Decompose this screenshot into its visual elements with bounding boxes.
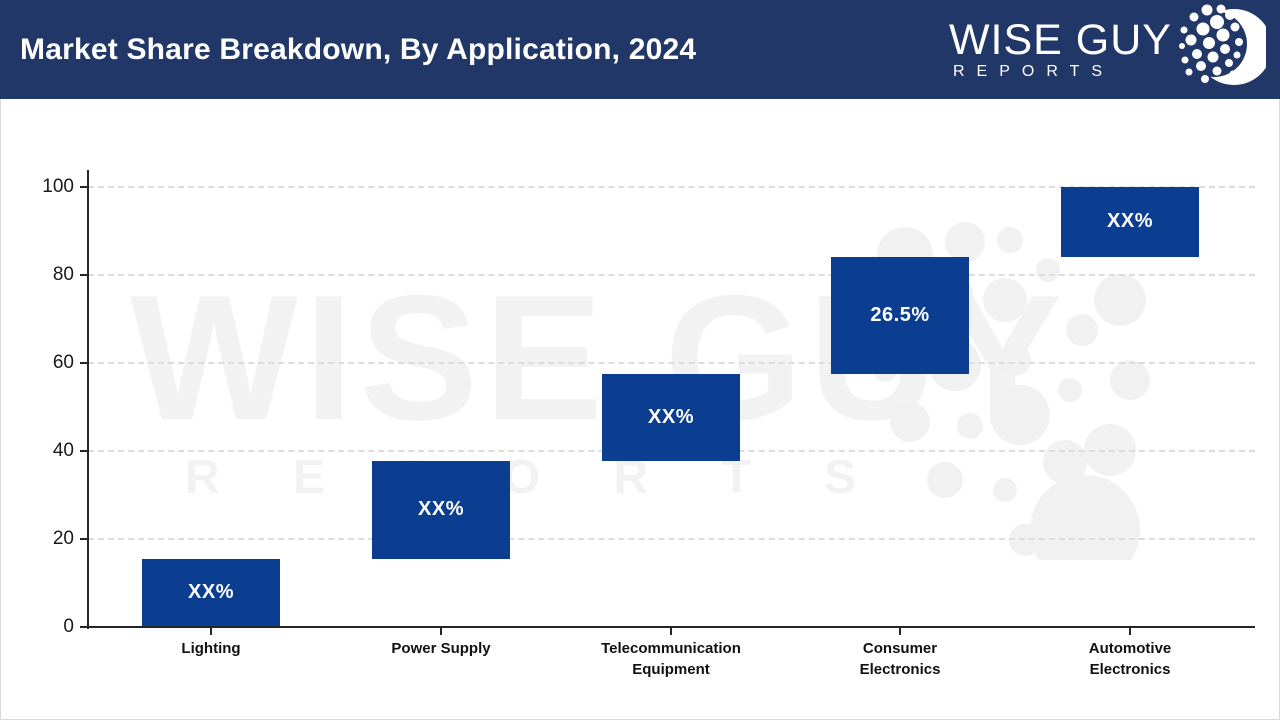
- header-bar: Market Share Breakdown, By Application, …: [0, 0, 1280, 99]
- y-tick-label-60: 60: [52, 352, 74, 373]
- logo-wordmark: WISE GUY: [948, 16, 1172, 64]
- y-tick-label-100: 100: [42, 176, 74, 197]
- bar-value-label: XX%: [1107, 210, 1153, 233]
- y-axis-line: [87, 170, 89, 629]
- gridline-20: [88, 538, 1255, 540]
- y-tick-label-0: 0: [63, 616, 74, 637]
- logo-subtext: REPORTS: [952, 63, 1115, 80]
- wiseguy-logo-text: WISE GUY REPORTS: [949, 18, 1172, 81]
- x-tick-2: [670, 628, 672, 635]
- bar-power-supply: XX%: [372, 460, 510, 559]
- x-tick-4: [1129, 628, 1131, 635]
- y-tick-80: [80, 274, 88, 276]
- bar-value-label: 26.5%: [870, 303, 930, 326]
- x-category-label: Telecommunication Equipment: [601, 640, 741, 678]
- x-tick-3: [899, 628, 901, 635]
- y-tick-label-80: 80: [52, 264, 74, 285]
- y-tick-100: [80, 186, 88, 188]
- bar-value-label: XX%: [648, 405, 694, 428]
- gridline-80: [88, 274, 1255, 276]
- watermark-subtext: R E P O R T S: [185, 451, 887, 504]
- y-tick-label-40: 40: [52, 440, 74, 461]
- bar-lighting: XX%: [142, 558, 280, 627]
- x-category-label: Automotive Electronics: [1088, 640, 1172, 678]
- face-profile-icon: [1174, 2, 1272, 97]
- x-tick-0: [210, 628, 212, 635]
- bar-value-label: XX%: [188, 581, 234, 604]
- x-category-label: Power Supply: [391, 640, 491, 657]
- y-tick-40: [80, 450, 88, 452]
- gridline-100: [88, 186, 1255, 188]
- y-tick-60: [80, 362, 88, 364]
- gridline-60: [88, 362, 1255, 364]
- bar-consumer-electronics: 26.5%: [831, 256, 969, 374]
- x-category-label: Consumer Electronics: [859, 640, 941, 678]
- wiseguy-logo: WISE GUY REPORTS: [949, 2, 1272, 97]
- chart-title: Market Share Breakdown, By Application, …: [20, 32, 697, 66]
- x-axis-line: [87, 626, 1255, 628]
- x-tick-1: [440, 628, 442, 635]
- bar-telecommunication-equipment: XX%: [602, 373, 740, 461]
- y-tick-0: [80, 626, 88, 628]
- bar-value-label: XX%: [418, 498, 464, 521]
- bar-automotive-electronics: XX%: [1061, 187, 1199, 257]
- y-tick-label-20: 20: [52, 528, 74, 549]
- x-category-label: Lighting: [181, 640, 241, 657]
- y-tick-20: [80, 538, 88, 540]
